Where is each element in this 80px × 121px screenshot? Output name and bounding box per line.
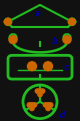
Circle shape	[9, 36, 17, 44]
Circle shape	[30, 103, 34, 107]
Text: d: d	[59, 111, 65, 120]
Circle shape	[43, 103, 48, 107]
Circle shape	[48, 103, 53, 107]
Circle shape	[38, 89, 42, 93]
Circle shape	[68, 18, 76, 25]
Circle shape	[35, 89, 40, 93]
Circle shape	[46, 106, 50, 111]
Circle shape	[4, 18, 12, 25]
Circle shape	[46, 103, 50, 107]
Circle shape	[27, 103, 32, 107]
Circle shape	[32, 103, 37, 107]
Circle shape	[30, 106, 34, 111]
Circle shape	[40, 89, 45, 93]
Circle shape	[44, 62, 52, 71]
Circle shape	[63, 36, 71, 44]
Text: b: b	[52, 37, 58, 46]
Text: c: c	[63, 63, 69, 72]
Circle shape	[38, 92, 42, 97]
Circle shape	[28, 62, 36, 71]
Text: a: a	[35, 9, 41, 18]
